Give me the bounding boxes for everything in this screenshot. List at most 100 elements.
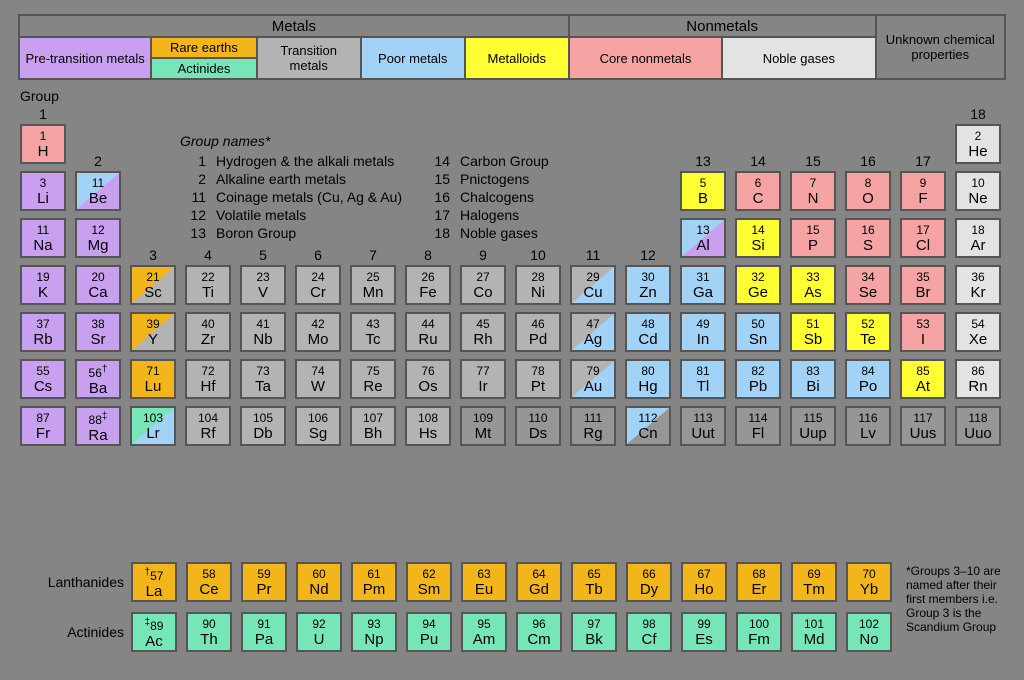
element-Ir: 77Ir bbox=[460, 359, 506, 399]
key-line: 14Carbon Group bbox=[424, 152, 549, 170]
element-In: 49In bbox=[680, 312, 726, 352]
element-Ge: 32Ge bbox=[735, 265, 781, 305]
legend-tran: Transition metals bbox=[258, 38, 362, 78]
element-Mo: 42Mo bbox=[295, 312, 341, 352]
element-Rf: 104Rf bbox=[185, 406, 231, 446]
element-Al: 13Al bbox=[680, 218, 726, 258]
element-V: 23V bbox=[240, 265, 286, 305]
element-Pm: 61Pm bbox=[351, 562, 397, 602]
element-Dy: 66Dy bbox=[626, 562, 672, 602]
element-Hs: 108Hs bbox=[405, 406, 451, 446]
element-Mg: 12Mg bbox=[75, 218, 121, 258]
element-Cs: 55Cs bbox=[20, 359, 66, 399]
element-N: 7N bbox=[790, 171, 836, 211]
element-Cd: 48Cd bbox=[625, 312, 671, 352]
element-Ga: 31Ga bbox=[680, 265, 726, 305]
element-Yb: 70Yb bbox=[846, 562, 892, 602]
element-C: 6C bbox=[735, 171, 781, 211]
element-Ne: 10Ne bbox=[955, 171, 1001, 211]
group-number: 14 bbox=[733, 153, 783, 169]
element-Cf: 98Cf bbox=[626, 612, 672, 652]
legend-core: Core nonmetals bbox=[570, 38, 723, 78]
element-Rh: 45Rh bbox=[460, 312, 506, 352]
element-Er: 68Er bbox=[736, 562, 782, 602]
element-Sg: 106Sg bbox=[295, 406, 341, 446]
element-Li: 3Li bbox=[20, 171, 66, 211]
element-Sr: 38Sr bbox=[75, 312, 121, 352]
element-Am: 95Am bbox=[461, 612, 507, 652]
element-Cu: 29Cu bbox=[570, 265, 616, 305]
group-number: 1 bbox=[18, 106, 68, 122]
key-line: 15Pnictogens bbox=[424, 170, 549, 188]
element-Fl: 114Fl bbox=[735, 406, 781, 446]
key-line: 2Alkaline earth metals bbox=[180, 170, 402, 188]
element-Uup: 115Uup bbox=[790, 406, 836, 446]
element-O: 8O bbox=[845, 171, 891, 211]
category-legend: Metals Pre-transition metals Rare earths… bbox=[18, 14, 1006, 80]
element-Re: 75Re bbox=[350, 359, 396, 399]
key-line: 16Chalcogens bbox=[424, 188, 549, 206]
element-Bk: 97Bk bbox=[571, 612, 617, 652]
element-Pb: 82Pb bbox=[735, 359, 781, 399]
element-Md: 101Md bbox=[791, 612, 837, 652]
legend-noble: Noble gases bbox=[723, 38, 874, 78]
legend-act: Actinides bbox=[152, 59, 255, 78]
group-number: 13 bbox=[678, 153, 728, 169]
group-number: 4 bbox=[183, 247, 233, 263]
element-Ti: 22Ti bbox=[185, 265, 231, 305]
group-number: 11 bbox=[568, 247, 618, 263]
element-Se: 34Se bbox=[845, 265, 891, 305]
actinides-label: Actinides bbox=[14, 624, 124, 640]
element-Na: 11Na bbox=[20, 218, 66, 258]
element-Kr: 36Kr bbox=[955, 265, 1001, 305]
group-number: 8 bbox=[403, 247, 453, 263]
element-Br: 35Br bbox=[900, 265, 946, 305]
element-P: 15P bbox=[790, 218, 836, 258]
element-Cn: 112Cn bbox=[625, 406, 671, 446]
element-Ta: 73Ta bbox=[240, 359, 286, 399]
group-number: 7 bbox=[348, 247, 398, 263]
element-W: 74W bbox=[295, 359, 341, 399]
element-Uut: 113Uut bbox=[680, 406, 726, 446]
element-Zn: 30Zn bbox=[625, 265, 671, 305]
element-Bh: 107Bh bbox=[350, 406, 396, 446]
element-H: 1H bbox=[20, 124, 66, 164]
element-Pa: 91Pa bbox=[241, 612, 287, 652]
key-line: 11Coinage metals (Cu, Ag & Au) bbox=[180, 188, 402, 206]
element-Ac: ‡89Ac bbox=[131, 612, 177, 652]
element-Ru: 44Ru bbox=[405, 312, 451, 352]
element-No: 102No bbox=[846, 612, 892, 652]
element-Be: 11Be bbox=[75, 171, 121, 211]
element-Ho: 67Ho bbox=[681, 562, 727, 602]
element-Fr: 87Fr bbox=[20, 406, 66, 446]
element-Os: 76Os bbox=[405, 359, 451, 399]
element-Si: 14Si bbox=[735, 218, 781, 258]
element-Ba: 56†Ba bbox=[75, 359, 121, 399]
key-line: 18Noble gases bbox=[424, 224, 549, 242]
element-I: 53I bbox=[900, 312, 946, 352]
element-Uus: 117Uus bbox=[900, 406, 946, 446]
element-Tb: 65Tb bbox=[571, 562, 617, 602]
group-number: 18 bbox=[953, 106, 1003, 122]
element-S: 16S bbox=[845, 218, 891, 258]
legend-rare: Rare earths bbox=[152, 38, 255, 59]
group-number: 12 bbox=[623, 247, 673, 263]
element-Rb: 37Rb bbox=[20, 312, 66, 352]
element-Uuo: 118Uuo bbox=[955, 406, 1001, 446]
element-Sc: 21Sc bbox=[130, 265, 176, 305]
element-K: 19K bbox=[20, 265, 66, 305]
group-number: 6 bbox=[293, 247, 343, 263]
element-Fe: 26Fe bbox=[405, 265, 451, 305]
element-Tc: 43Tc bbox=[350, 312, 396, 352]
element-Sb: 51Sb bbox=[790, 312, 836, 352]
element-Te: 52Te bbox=[845, 312, 891, 352]
element-Ce: 58Ce bbox=[186, 562, 232, 602]
element-Pd: 46Pd bbox=[515, 312, 561, 352]
element-Nb: 41Nb bbox=[240, 312, 286, 352]
legend-metals-title: Metals bbox=[20, 16, 568, 38]
element-Tm: 69Tm bbox=[791, 562, 837, 602]
element-Lu: 71Lu bbox=[130, 359, 176, 399]
footnote: *Groups 3–10 are named after their first… bbox=[906, 564, 1016, 634]
element-La: †57La bbox=[131, 562, 177, 602]
element-F: 9F bbox=[900, 171, 946, 211]
